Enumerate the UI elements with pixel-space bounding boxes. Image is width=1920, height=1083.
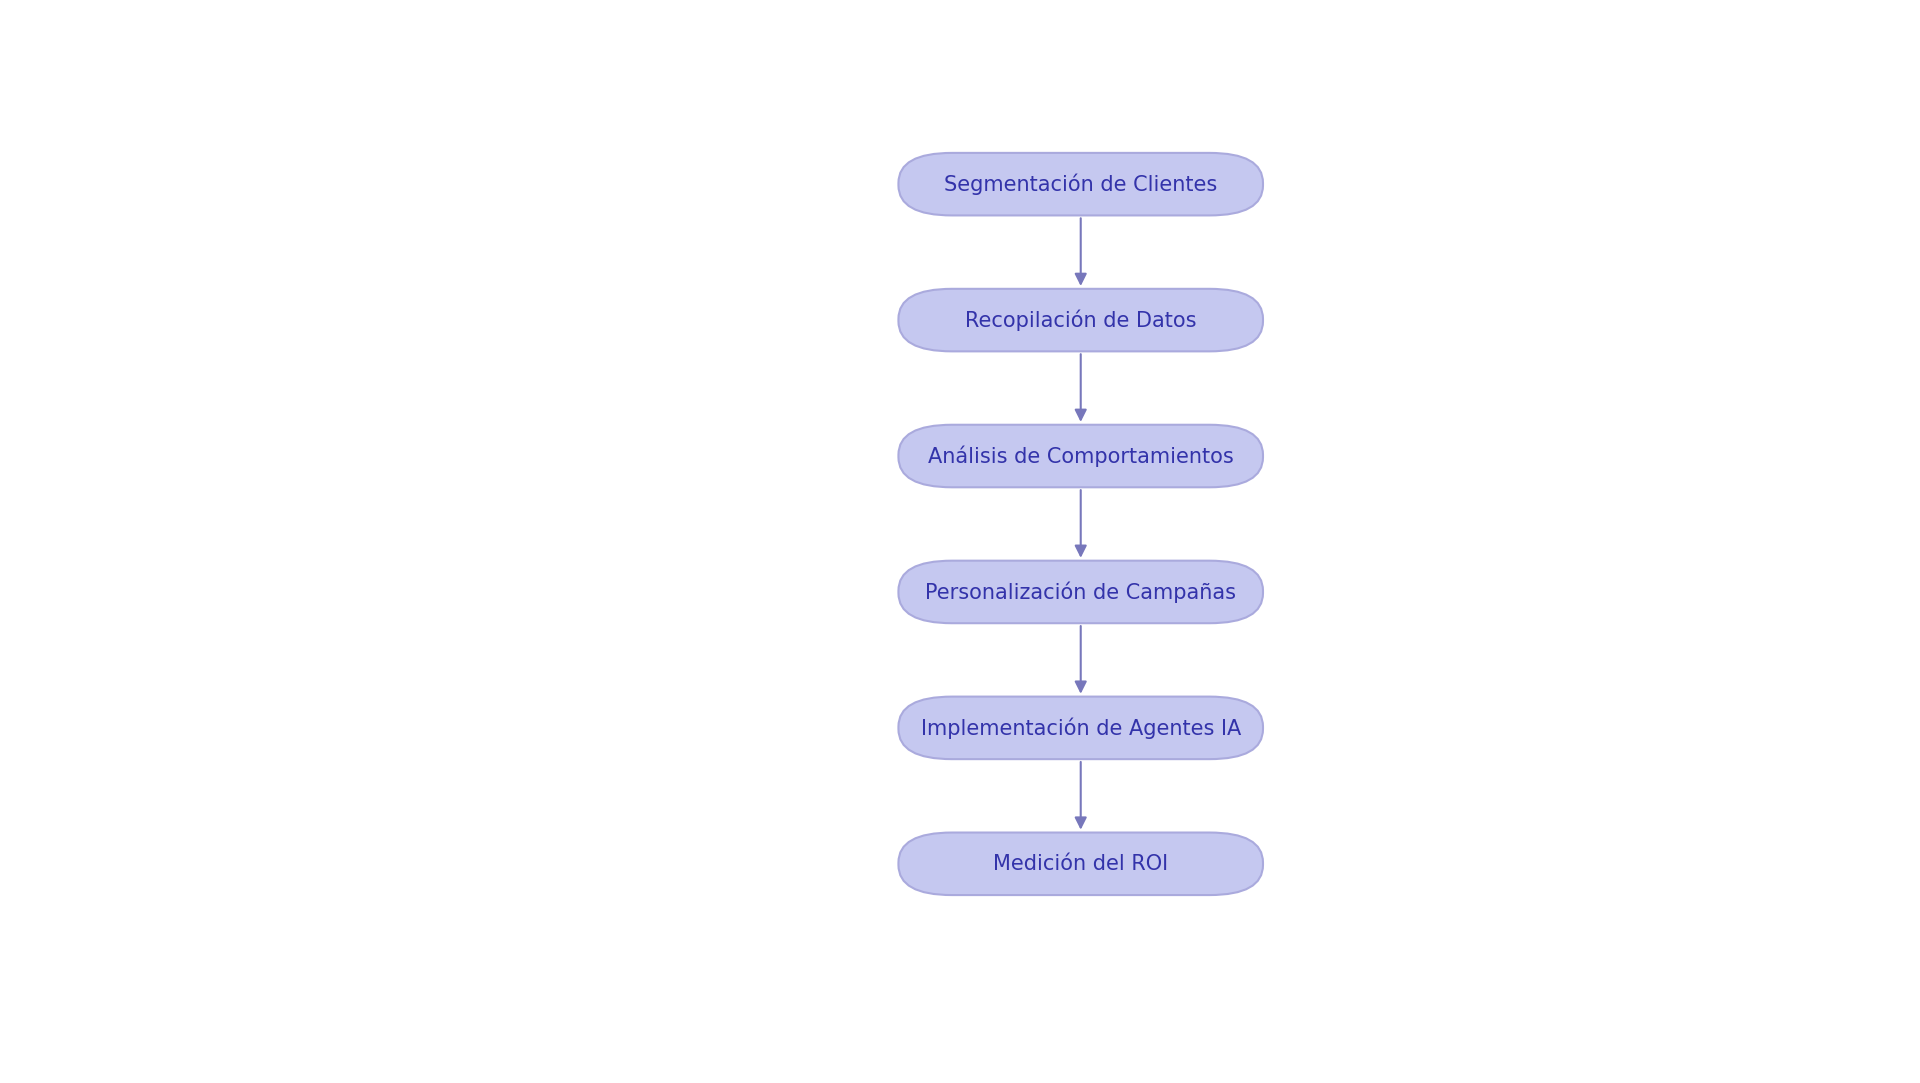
Text: Medición del ROI: Medición del ROI <box>993 853 1167 874</box>
FancyBboxPatch shape <box>899 289 1263 351</box>
FancyBboxPatch shape <box>899 561 1263 623</box>
FancyBboxPatch shape <box>899 833 1263 895</box>
Text: Implementación de Agentes IA: Implementación de Agentes IA <box>920 717 1240 739</box>
Text: Recopilación de Datos: Recopilación de Datos <box>966 310 1196 330</box>
Text: Análisis de Comportamientos: Análisis de Comportamientos <box>927 445 1233 467</box>
Text: Segmentación de Clientes: Segmentación de Clientes <box>945 173 1217 195</box>
FancyBboxPatch shape <box>899 153 1263 216</box>
Text: Personalización de Campañas: Personalización de Campañas <box>925 582 1236 603</box>
FancyBboxPatch shape <box>899 696 1263 759</box>
FancyBboxPatch shape <box>899 425 1263 487</box>
